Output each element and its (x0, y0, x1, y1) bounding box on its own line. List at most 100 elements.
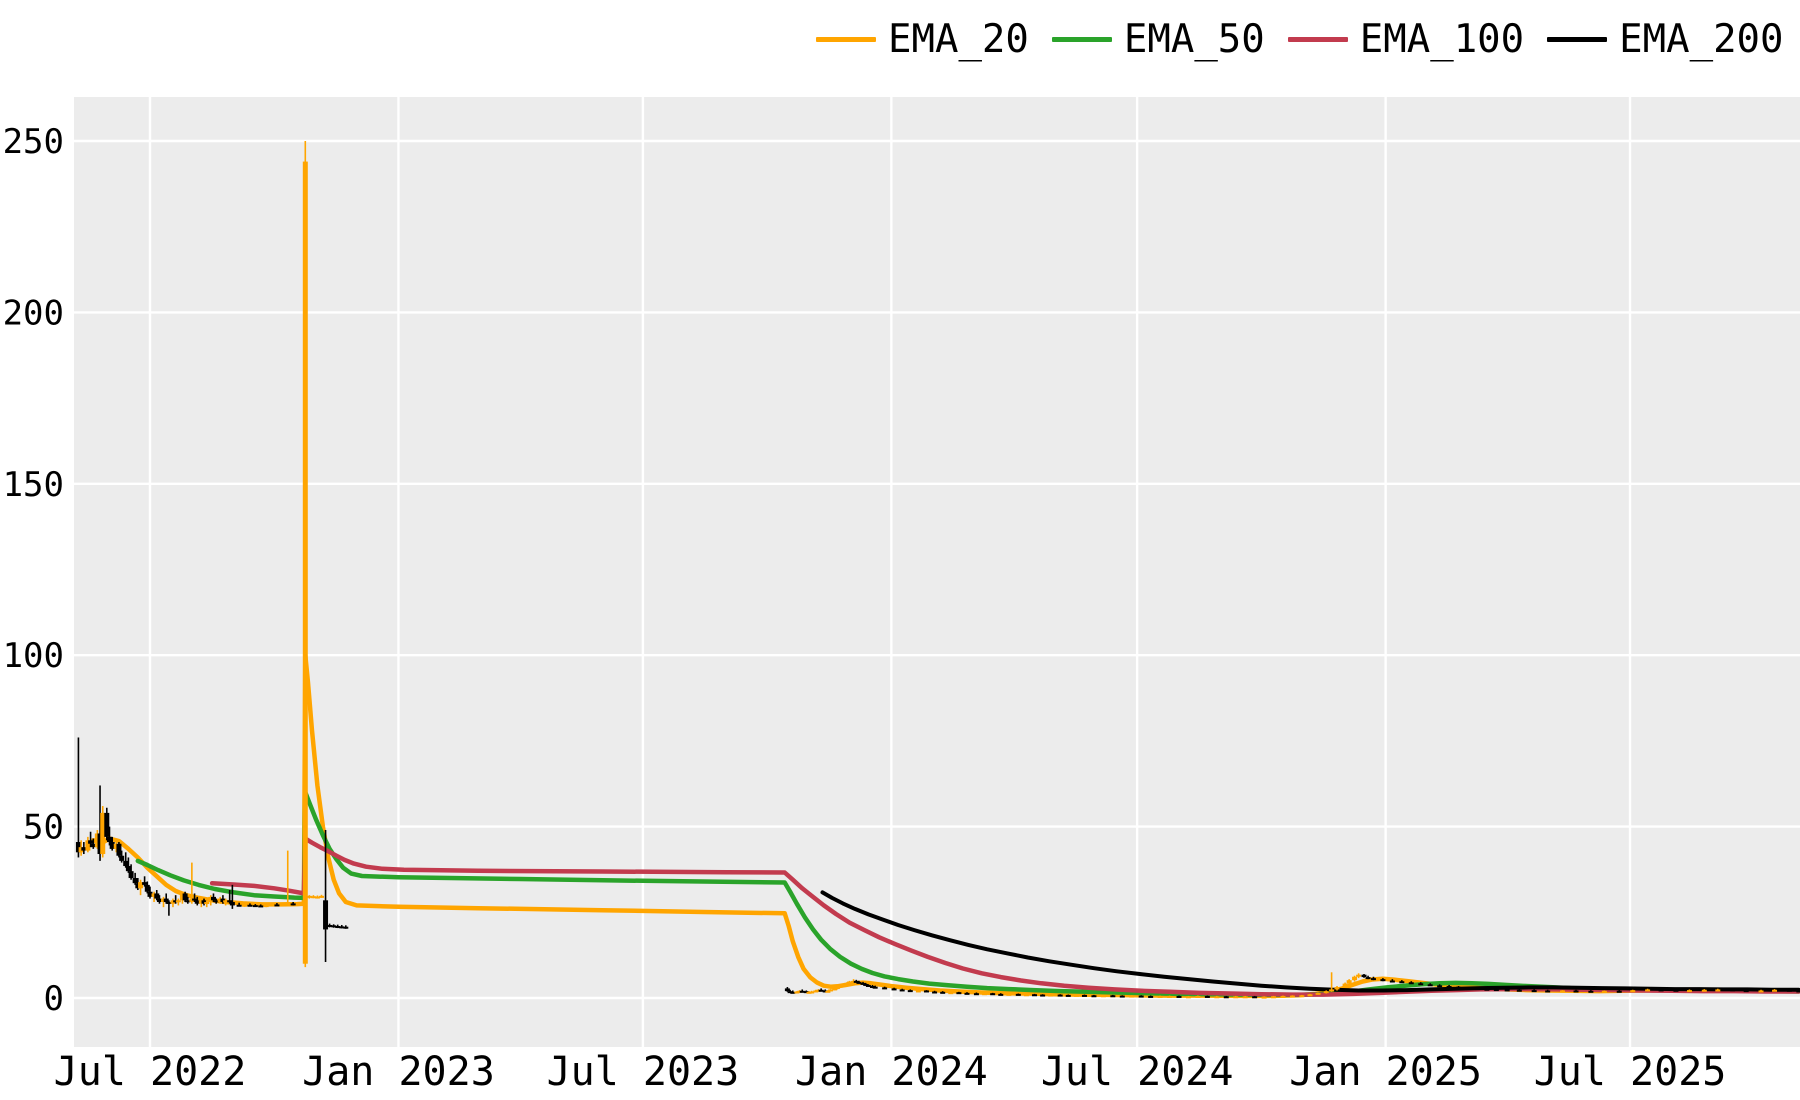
ema-100-line-swatch-icon (1287, 36, 1348, 42)
candle-body (1280, 995, 1286, 998)
candle-body (860, 982, 866, 985)
candle-body (1271, 996, 1277, 999)
candle-body (189, 898, 195, 903)
candle-body (1119, 995, 1125, 998)
candle-body (331, 925, 337, 928)
y-tick-label: 150 (3, 465, 64, 505)
candle-body (179, 893, 185, 901)
candle-body (173, 900, 179, 903)
candle-body (220, 898, 226, 903)
candle-body (1573, 990, 1579, 993)
candle-body (1484, 988, 1490, 991)
x-axis-tick-labels: Jul 2022 Jan 2023 Jul 2023 Jan 2024 Jul 2024… (54, 1049, 1727, 1095)
candle-body (822, 990, 828, 993)
candle-body (213, 900, 219, 903)
ema-50-line-swatch-icon (1051, 36, 1112, 42)
candle-body (1307, 994, 1313, 997)
legend-label: EMA_100 (1359, 16, 1525, 62)
candle-body (1418, 983, 1424, 986)
candle-body (1110, 995, 1116, 998)
candle-body (1334, 987, 1340, 990)
candle-body (1588, 990, 1594, 993)
candle-body (75, 842, 81, 853)
candle-body (869, 986, 875, 989)
candle-body (247, 904, 253, 907)
candle-body (1758, 990, 1764, 993)
legend-label: EMA_200 (1619, 16, 1784, 62)
candle-body (1601, 990, 1607, 993)
candle-body (1493, 989, 1499, 992)
candle-body (314, 896, 320, 899)
candle-body (1516, 989, 1522, 992)
candle-body (1065, 994, 1071, 997)
candle-body (1204, 995, 1210, 998)
candle-body (1701, 989, 1707, 992)
candle-body (327, 924, 333, 927)
candle-body (1730, 989, 1736, 992)
x-tick-label: Jul 2022 (54, 1049, 247, 1095)
y-tick-label: 100 (3, 636, 64, 676)
candle-body (116, 843, 122, 856)
candle-body (825, 990, 831, 993)
candle-body (97, 833, 103, 855)
candle-body (274, 904, 280, 907)
candle-body (1048, 994, 1054, 997)
legend-item-ema-50: EMA_50 (1051, 16, 1265, 62)
candle-body (1465, 987, 1471, 990)
candle-body (208, 896, 214, 903)
candle-body (1630, 990, 1636, 993)
candle-body (229, 902, 235, 906)
candle-body (948, 992, 954, 995)
candle-body (210, 896, 216, 901)
ema-200-line-swatch-icon (1547, 36, 1608, 42)
candle-body (1023, 994, 1029, 997)
candle-body (1673, 989, 1679, 992)
candle-body (1474, 988, 1480, 991)
candle-body (1223, 996, 1229, 999)
candle-body (832, 988, 838, 991)
candle-body (296, 903, 302, 906)
candle-body (844, 982, 850, 985)
candle-body (78, 847, 84, 853)
candle-body (1686, 990, 1692, 993)
candle-body (201, 900, 207, 904)
candle-body (899, 989, 905, 992)
candle-body (891, 988, 897, 991)
candle-body (310, 896, 316, 899)
candle-body (1346, 980, 1352, 984)
candle-body (841, 984, 847, 987)
y-axis-tick-labels: 0 50 100 150 200 250 (3, 122, 64, 1019)
candle-body (104, 812, 110, 837)
candle-body (100, 812, 106, 855)
candle-body (837, 985, 843, 988)
candle-body (1356, 974, 1362, 977)
candle-body (1315, 992, 1321, 995)
candle-body (856, 981, 862, 984)
candle-body (1329, 989, 1335, 992)
candle-body (787, 991, 793, 994)
candle-body (119, 855, 125, 861)
candle-body (1073, 994, 1079, 997)
candle-body (923, 990, 929, 993)
candle-body (851, 980, 857, 983)
x-tick-label: Jan 2024 (795, 1049, 988, 1095)
candle-body (1545, 990, 1551, 993)
candle-body (982, 993, 988, 996)
candle-body (166, 902, 172, 905)
candle-body (964, 992, 970, 995)
candle-body (1796, 990, 1800, 993)
candle-body (236, 904, 242, 907)
legend-item-ema-100: EMA_100 (1287, 16, 1525, 62)
candle-body (163, 898, 169, 903)
plot-background (74, 97, 1800, 1047)
ema-20-line-swatch-icon (816, 36, 876, 42)
candle-body (252, 905, 258, 908)
candle-body (175, 900, 181, 903)
legend-label: EMA_50 (1123, 16, 1265, 62)
candle-body (144, 884, 150, 892)
candle-body (834, 987, 840, 990)
candle-body (1081, 994, 1087, 997)
candle-body (123, 860, 129, 867)
candle-body (1616, 990, 1622, 993)
